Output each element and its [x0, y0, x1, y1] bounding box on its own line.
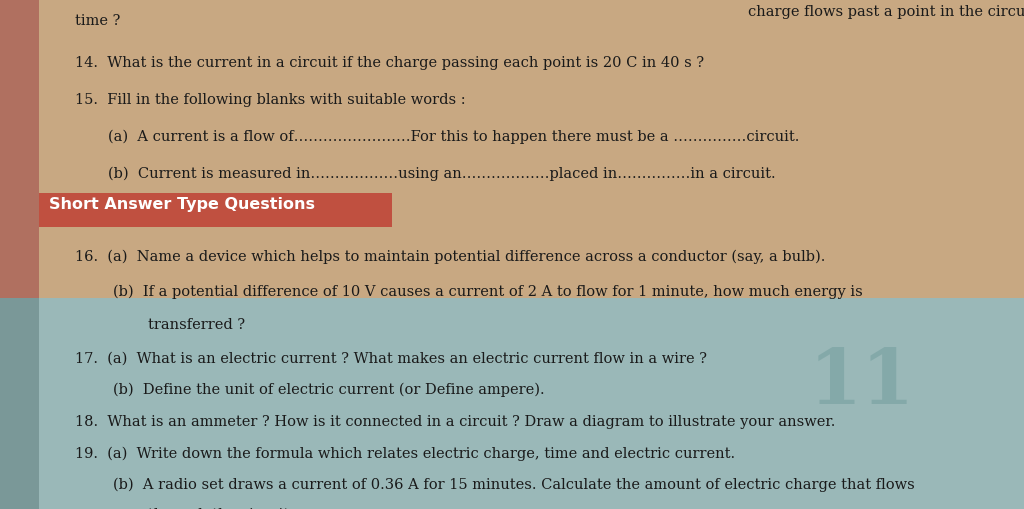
Text: 19.  (a)  Write down the formula which relates electric charge, time and electri: 19. (a) Write down the formula which rel…	[75, 447, 735, 461]
Text: through the circuit.: through the circuit.	[148, 508, 294, 509]
Text: 11: 11	[809, 346, 915, 420]
Text: (b)  Define the unit of electric current (or Define ampere).: (b) Define the unit of electric current …	[113, 383, 545, 397]
Text: (b)  A radio set draws a current of 0.36 A for 15 minutes. Calculate the amount : (b) A radio set draws a current of 0.36 …	[113, 477, 914, 492]
FancyBboxPatch shape	[0, 298, 39, 509]
Text: 14.  What is the current in a circuit if the charge passing each point is 20 C i: 14. What is the current in a circuit if …	[75, 56, 703, 70]
FancyBboxPatch shape	[0, 0, 1024, 298]
Text: 16.  (a)  Name a device which helps to maintain potential difference across a co: 16. (a) Name a device which helps to mai…	[75, 249, 825, 264]
FancyBboxPatch shape	[39, 193, 392, 227]
Text: 18.  What is an ammeter ? How is it connected in a circuit ? Draw a diagram to i: 18. What is an ammeter ? How is it conne…	[75, 415, 836, 429]
Text: 15.  Fill in the following blanks with suitable words :: 15. Fill in the following blanks with su…	[75, 93, 465, 107]
FancyBboxPatch shape	[0, 0, 39, 298]
Text: time ?: time ?	[75, 14, 120, 29]
Text: (b)  If a potential difference of 10 V causes a current of 2 A to flow for 1 min: (b) If a potential difference of 10 V ca…	[113, 285, 862, 299]
Text: Short Answer Type Questions: Short Answer Type Questions	[49, 197, 315, 212]
Text: (a)  A current is a flow of……………………For this to happen there must be a ……………circu: (a) A current is a flow of……………………For th…	[108, 130, 799, 144]
Text: (b)  Current is measured in………………using an………………placed in……………in a circuit.: (b) Current is measured in………………using an…	[108, 167, 775, 181]
Text: 17.  (a)  What is an electric current ? What makes an electric current flow in a: 17. (a) What is an electric current ? Wh…	[75, 351, 707, 365]
Text: charge flows past a point in the circuit in this: charge flows past a point in the circuit…	[748, 5, 1024, 19]
Text: transferred ?: transferred ?	[148, 318, 246, 332]
